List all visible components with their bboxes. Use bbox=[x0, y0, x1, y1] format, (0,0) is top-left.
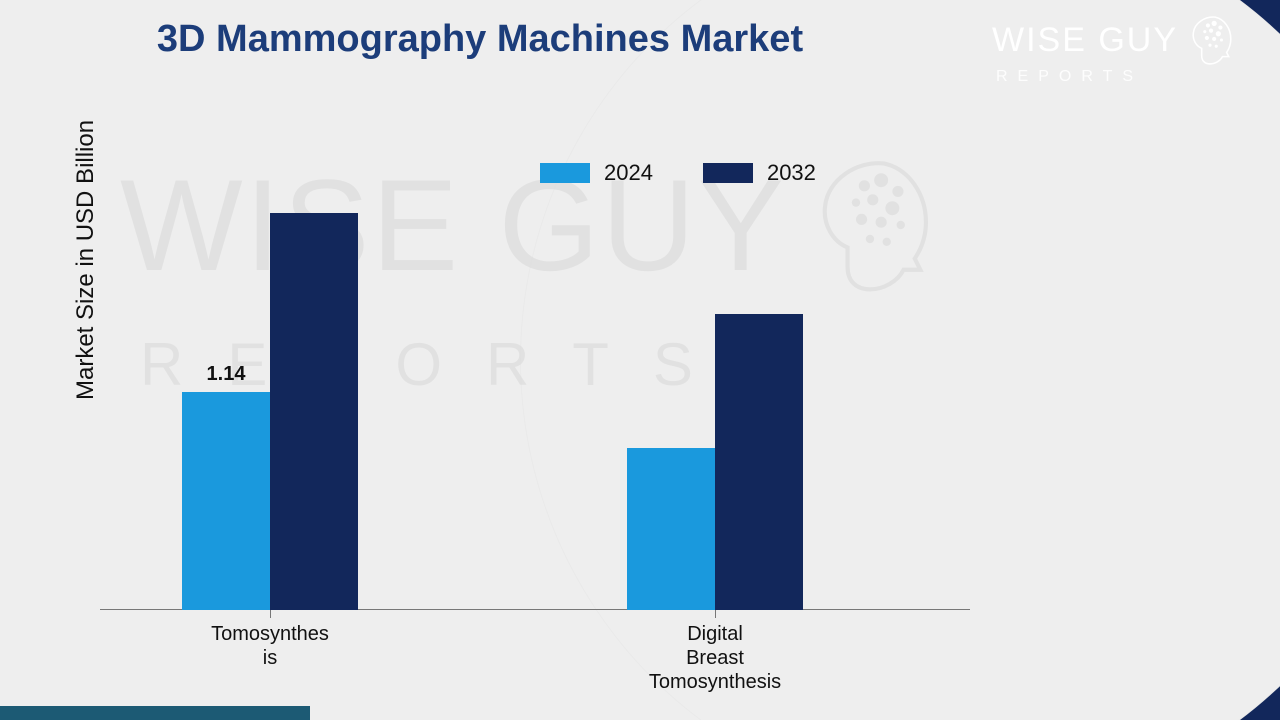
legend-label-2024: 2024 bbox=[604, 160, 653, 186]
bar-group: 1.14Tomosynthes is bbox=[150, 213, 390, 610]
bar-2032 bbox=[715, 314, 803, 610]
bar-2024 bbox=[627, 448, 715, 610]
chart-legend: 2024 2032 bbox=[540, 160, 816, 186]
page-canvas: WISE GUY REPORTS 3D Mammography Machines… bbox=[0, 0, 1280, 720]
chart-plot-area: 1.14Tomosynthes is Digital Breast Tomosyn… bbox=[100, 190, 970, 610]
brand-head-icon bbox=[1184, 14, 1236, 66]
bar-value-label: 1.14 bbox=[207, 363, 246, 386]
brand-logo: WISE GUY REPORTS bbox=[992, 14, 1262, 86]
chart-title: 3D Mammography Machines Market bbox=[0, 18, 960, 61]
y-axis-label: Market Size in USD Billion bbox=[72, 120, 100, 400]
legend-item-2032: 2032 bbox=[703, 160, 816, 186]
brand-logo-line1: WISE GUY bbox=[992, 21, 1178, 60]
legend-item-2024: 2024 bbox=[540, 160, 653, 186]
legend-swatch-2024 bbox=[540, 163, 590, 183]
bar-2032 bbox=[270, 213, 358, 610]
bottom-accent-bar bbox=[0, 706, 310, 720]
legend-label-2032: 2032 bbox=[767, 160, 816, 186]
x-axis-category-label: Digital Breast Tomosynthesis bbox=[625, 622, 805, 694]
x-tick bbox=[270, 610, 271, 618]
x-tick bbox=[715, 610, 716, 618]
bar-group: Digital Breast Tomosynthesis bbox=[595, 314, 835, 610]
brand-side-panel bbox=[970, 0, 1280, 720]
x-axis-category-label: Tomosynthes is bbox=[180, 622, 360, 670]
legend-swatch-2032 bbox=[703, 163, 753, 183]
brand-logo-line2: REPORTS bbox=[996, 68, 1262, 86]
bar-2024 bbox=[182, 392, 270, 610]
